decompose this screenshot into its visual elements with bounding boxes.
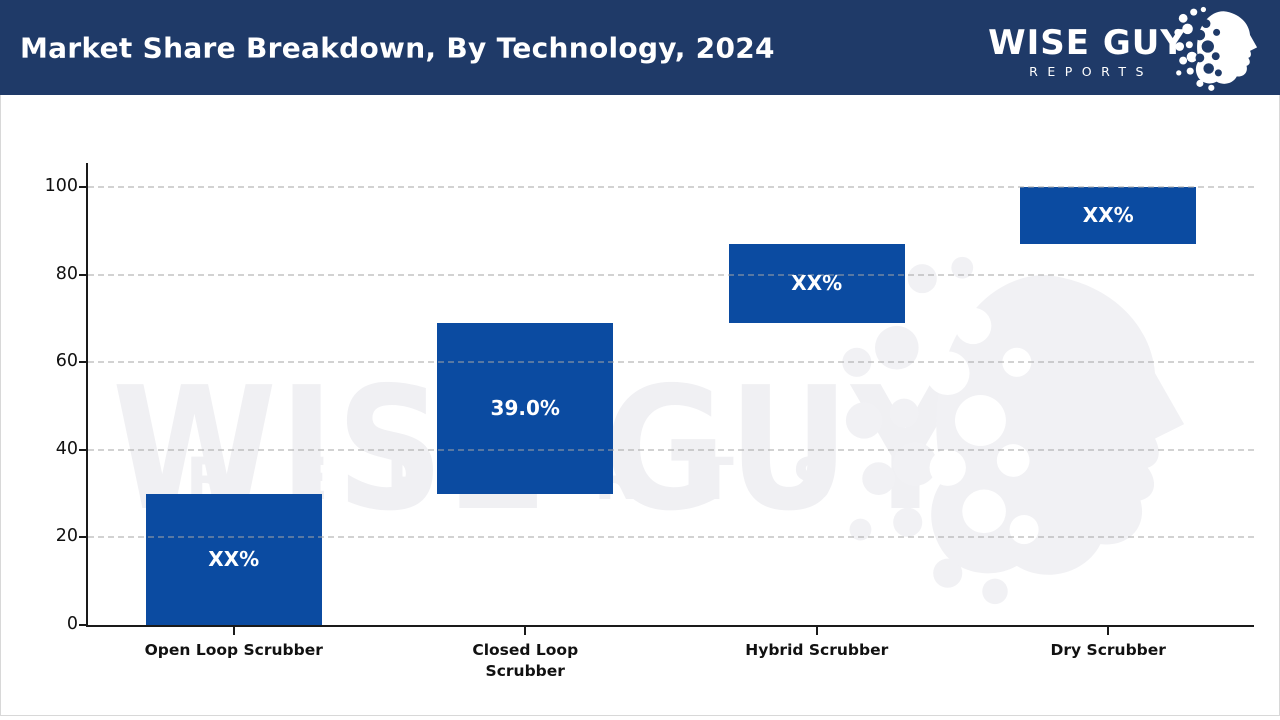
y-tick-label: 20 bbox=[55, 526, 78, 547]
x-tick-label-line: Dry Scrubber bbox=[1050, 641, 1166, 659]
x-tick-mark bbox=[524, 627, 527, 635]
header-bar: Market Share Breakdown, By Technology, 2… bbox=[0, 0, 1280, 95]
gridline-y-40 bbox=[88, 448, 1254, 451]
bar-value-label: XX% bbox=[1082, 203, 1134, 228]
bar-hybrid-scrubber bbox=[728, 243, 905, 323]
y-tick-label: 40 bbox=[55, 438, 78, 459]
gridline-y-60 bbox=[88, 361, 1254, 364]
y-axis-line bbox=[86, 163, 88, 627]
head-profile-icon bbox=[1172, 6, 1270, 98]
y-tick-label: 60 bbox=[55, 351, 78, 372]
y-tick-mark bbox=[79, 536, 88, 539]
page-title: Market Share Breakdown, By Technology, 2… bbox=[20, 31, 775, 64]
gridline-y-100 bbox=[88, 186, 1254, 188]
x-tick-label-line: Hybrid Scrubber bbox=[745, 641, 889, 659]
bar-closed-loop-scrubber bbox=[437, 322, 614, 494]
x-tick-label-line: Scrubber bbox=[485, 662, 565, 680]
brand-logo: WISE GUY REPORTS bbox=[988, 6, 1270, 98]
y-tick-label: 0 bbox=[66, 614, 78, 634]
x-tick-label: Dry Scrubber bbox=[962, 640, 1254, 661]
bar-value-label: XX% bbox=[791, 271, 843, 296]
brand-name: WISE GUY bbox=[988, 22, 1186, 63]
head-profile-watermark bbox=[835, 220, 1235, 654]
y-tick-mark bbox=[79, 273, 88, 276]
brand-wordmark: WISE GUY REPORTS bbox=[988, 26, 1186, 79]
x-tick-label-line: Open Loop Scrubber bbox=[144, 641, 323, 659]
gridline-y-20 bbox=[88, 536, 1254, 539]
x-axis-line bbox=[86, 625, 1254, 627]
y-tick-label: 100 bbox=[44, 176, 78, 196]
x-tick-label: Closed Loop Scrubber bbox=[379, 640, 671, 682]
x-tick-label: Open Loop Scrubber bbox=[88, 640, 380, 661]
y-tick-mark bbox=[79, 186, 88, 188]
bar-value-label: XX% bbox=[208, 547, 260, 572]
y-tick-label: 80 bbox=[55, 263, 78, 284]
gridline-y-80 bbox=[88, 273, 1254, 276]
y-tick-mark bbox=[79, 361, 88, 364]
x-tick-label: Hybrid Scrubber bbox=[671, 640, 963, 661]
brand-subtext: REPORTS bbox=[1029, 63, 1153, 79]
bar-open-loop-scrubber bbox=[145, 493, 322, 625]
bar-value-label: 39.0% bbox=[490, 396, 560, 421]
x-tick-mark bbox=[1107, 627, 1110, 635]
bar-dry-scrubber bbox=[1020, 187, 1197, 244]
x-tick-mark bbox=[815, 627, 818, 635]
x-tick-label-line: Closed Loop bbox=[472, 641, 579, 659]
x-tick-mark bbox=[232, 627, 235, 635]
y-tick-mark bbox=[79, 448, 88, 451]
y-tick-mark bbox=[79, 624, 88, 626]
